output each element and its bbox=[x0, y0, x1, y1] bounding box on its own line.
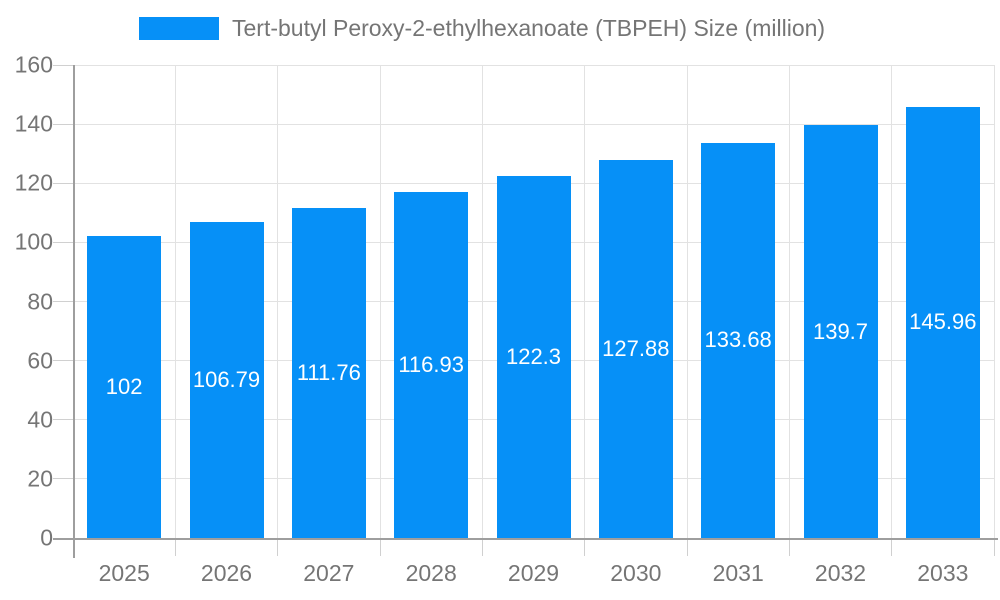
bar-2032[interactable] bbox=[803, 125, 878, 538]
x-tick-mark bbox=[686, 540, 688, 556]
y-gridline bbox=[73, 123, 994, 125]
x-axis-label: 2029 bbox=[507, 560, 560, 586]
x-gridline bbox=[584, 65, 586, 538]
x-axis-label: 2026 bbox=[200, 560, 253, 586]
y-tick-mark bbox=[53, 182, 73, 184]
x-gridline bbox=[686, 65, 688, 538]
x-gridline bbox=[891, 65, 893, 538]
bar-value-label: 133.68 bbox=[704, 327, 772, 353]
y-tick-mark bbox=[53, 241, 73, 243]
bar-value-label: 106.79 bbox=[192, 367, 261, 393]
bar-value-label: 139.7 bbox=[812, 318, 869, 344]
x-tick-mark bbox=[891, 540, 893, 556]
legend-swatch bbox=[139, 17, 219, 40]
y-tick-mark bbox=[53, 478, 73, 480]
y-axis-label: 120 bbox=[14, 169, 53, 196]
x-axis-label: 2027 bbox=[303, 560, 355, 586]
x-axis-label: 2025 bbox=[98, 560, 150, 586]
x-axis-label: 2033 bbox=[917, 560, 969, 586]
x-tick-mark bbox=[174, 540, 176, 556]
bar-2027[interactable] bbox=[291, 207, 366, 538]
x-tick-mark bbox=[788, 540, 790, 556]
y-gridline bbox=[73, 64, 994, 66]
x-gridline bbox=[993, 65, 995, 538]
x-tick-mark bbox=[993, 540, 995, 556]
bar-2029[interactable] bbox=[496, 176, 571, 538]
bar-2026[interactable] bbox=[189, 222, 264, 538]
bar-2025[interactable] bbox=[87, 236, 162, 538]
x-gridline bbox=[379, 65, 381, 538]
x-gridline bbox=[174, 65, 176, 538]
plot-area: 102 106.79 111.76 116.93 122.3 127.88 133.68 13… bbox=[53, 64, 998, 558]
bar-value-label: 102 bbox=[105, 374, 143, 400]
y-axis-label: 20 bbox=[27, 465, 53, 492]
x-axis-label: 2028 bbox=[405, 560, 457, 586]
x-tick-mark bbox=[481, 540, 483, 556]
y-axis-label: 160 bbox=[14, 51, 53, 78]
y-tick-mark bbox=[53, 301, 73, 302]
x-gridline bbox=[481, 65, 483, 538]
y-tick-mark bbox=[53, 64, 73, 66]
y-axis-line bbox=[73, 65, 75, 558]
x-gridline bbox=[277, 65, 279, 538]
x-gridline bbox=[788, 65, 790, 538]
legend[interactable]: Tert-butyl Peroxy-2-ethylhexanoate (TBPE… bbox=[139, 15, 825, 42]
y-axis-label: 60 bbox=[27, 347, 53, 374]
y-tick-mark bbox=[53, 360, 73, 362]
x-axis-label: 2030 bbox=[610, 560, 662, 586]
y-tick-mark bbox=[53, 419, 73, 421]
y-axis-label: 100 bbox=[14, 228, 53, 255]
bar-value-label: 145.96 bbox=[909, 309, 977, 335]
bar-2033[interactable] bbox=[905, 106, 980, 538]
bar-2028[interactable] bbox=[394, 192, 469, 538]
bar-2031[interactable] bbox=[701, 142, 776, 538]
y-axis-label: 40 bbox=[27, 406, 53, 433]
y-axis-label: 0 bbox=[40, 524, 53, 551]
x-tick-mark bbox=[379, 540, 381, 556]
y-axis-label: 140 bbox=[14, 110, 53, 137]
legend-label: Tert-butyl Peroxy-2-ethylhexanoate (TBPE… bbox=[232, 15, 826, 41]
bar-value-label: 116.93 bbox=[398, 352, 464, 378]
x-axis-line bbox=[53, 538, 998, 540]
y-axis-label: 80 bbox=[27, 288, 53, 314]
bar-value-label: 111.76 bbox=[296, 359, 361, 385]
x-axis-label: 2032 bbox=[814, 560, 867, 586]
bar-2030[interactable] bbox=[598, 159, 673, 538]
bar-value-label: 122.3 bbox=[505, 344, 562, 370]
x-tick-mark bbox=[584, 540, 586, 556]
bar-value-label: 127.88 bbox=[602, 335, 670, 361]
x-axis-label: 2031 bbox=[712, 560, 764, 586]
x-tick-mark bbox=[277, 540, 279, 556]
y-tick-mark bbox=[53, 123, 73, 125]
